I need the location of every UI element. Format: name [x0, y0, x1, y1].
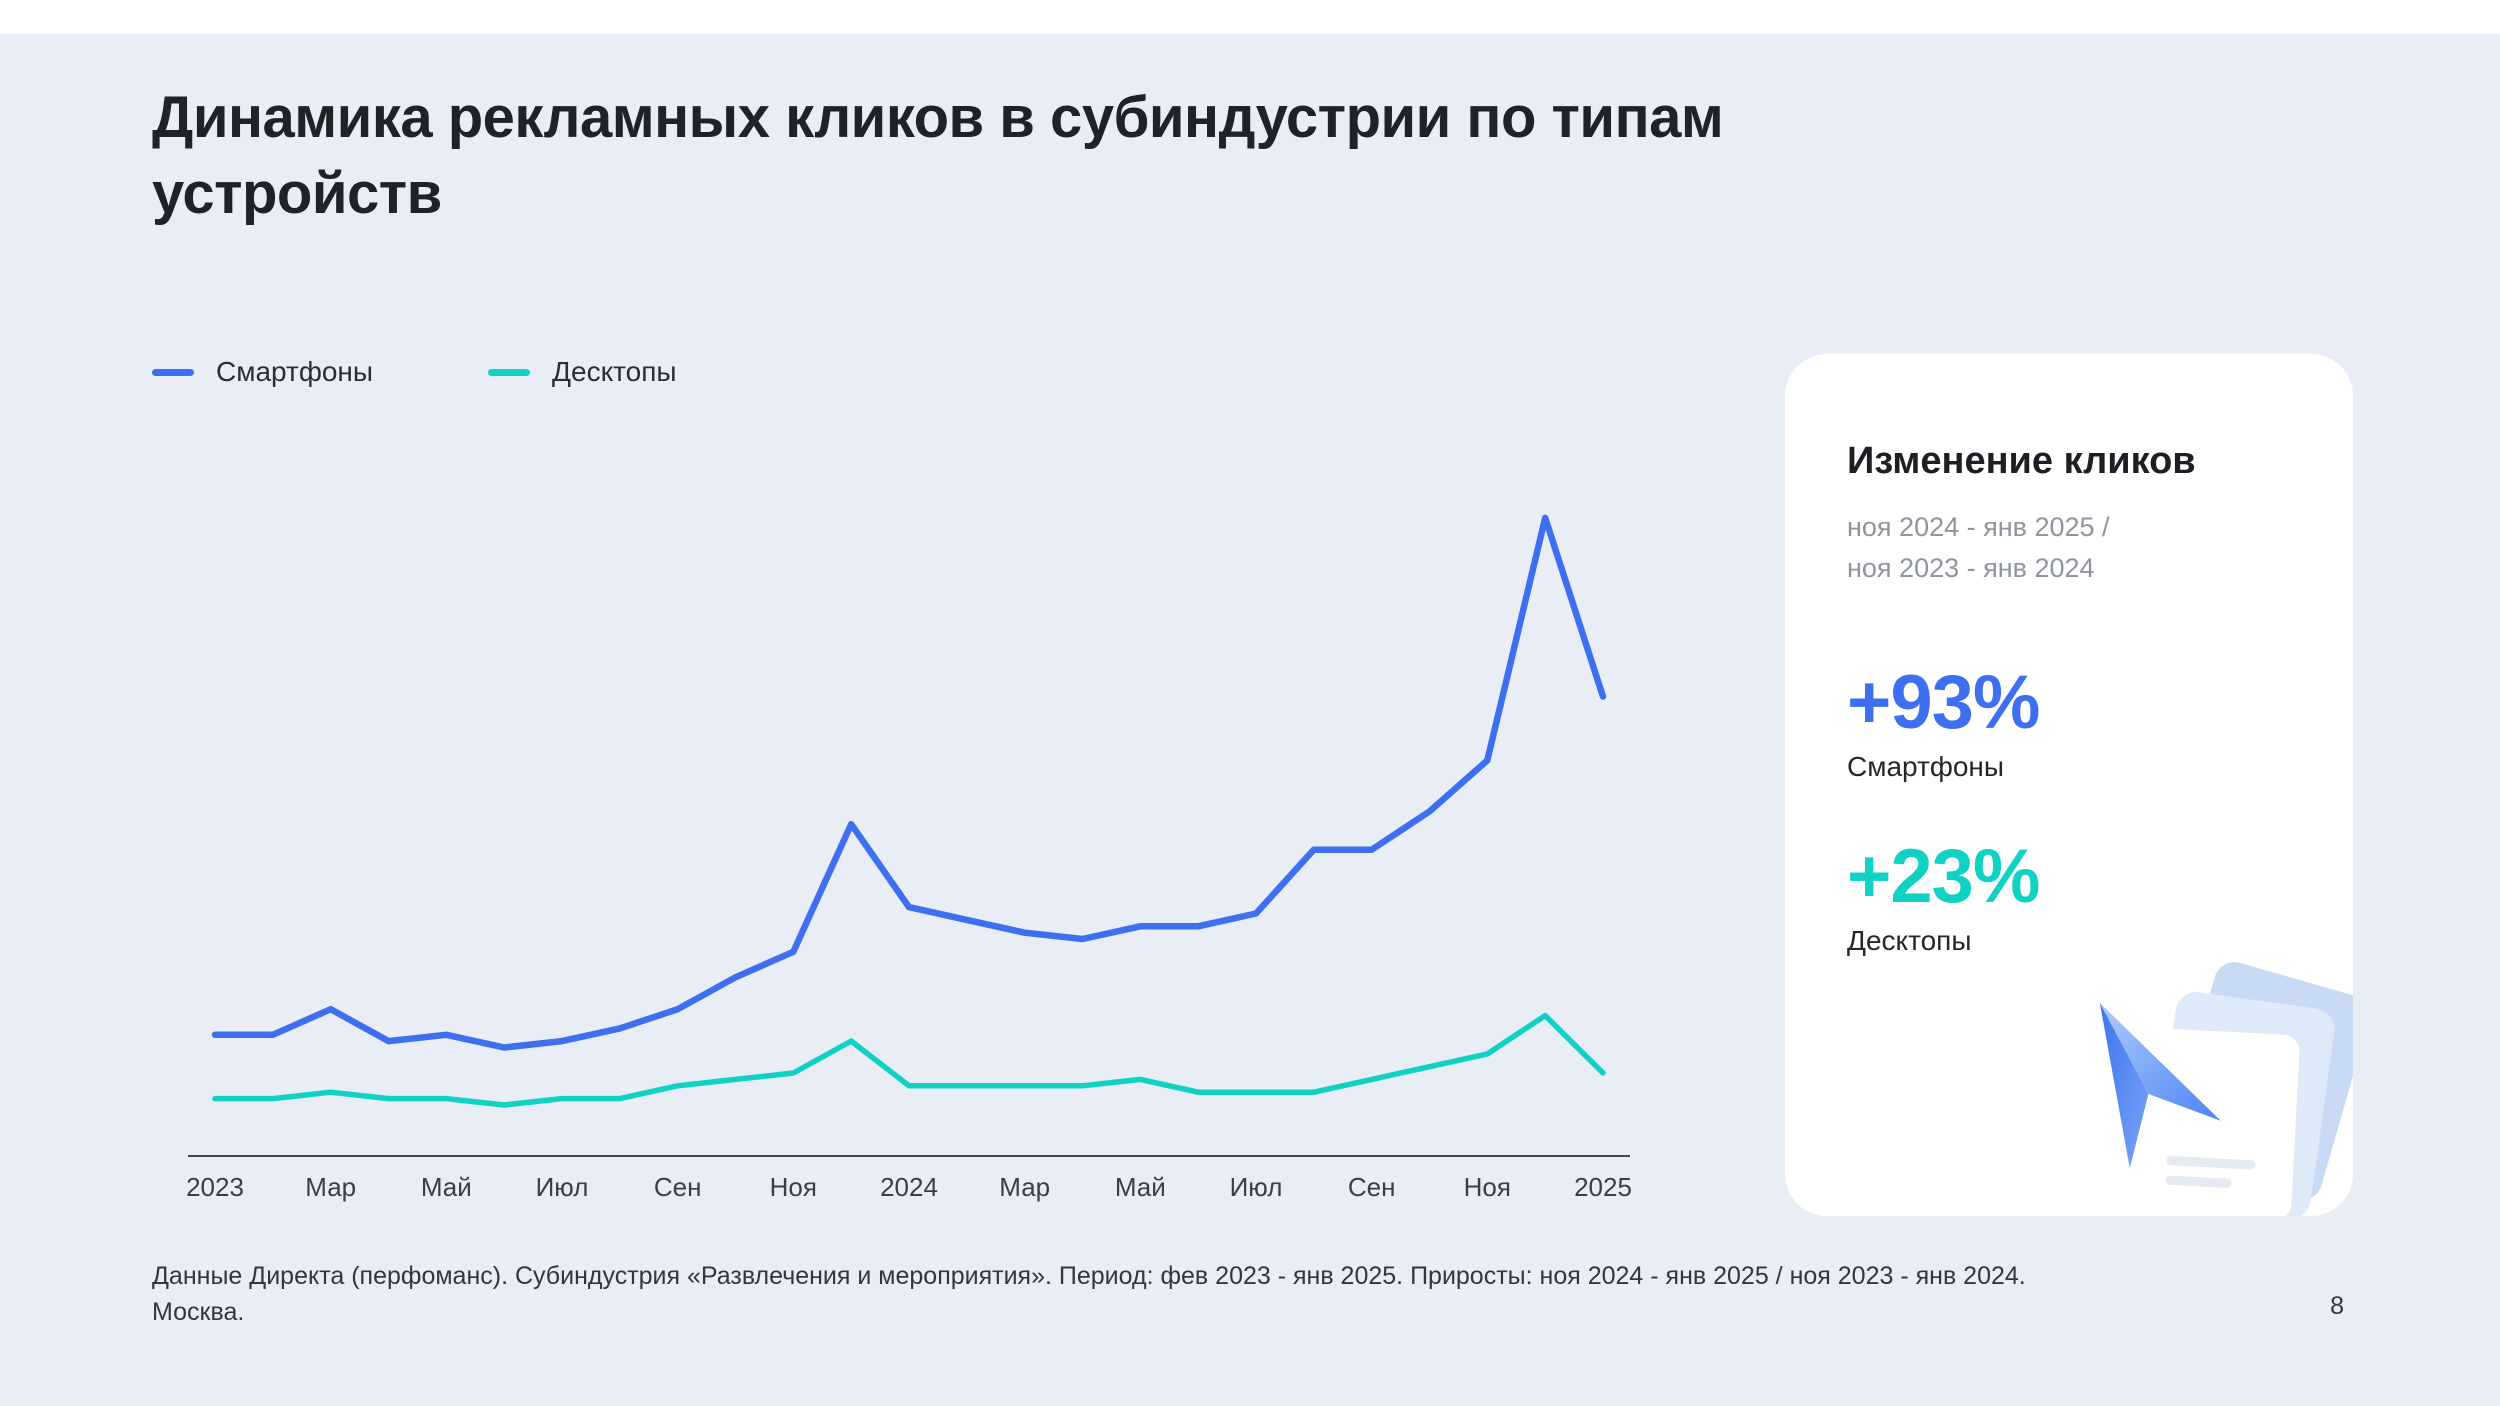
top-white-bar [0, 0, 2500, 34]
x-tick-label: Июл [1230, 1172, 1283, 1202]
metric-desktops-label: Десктопы [1847, 925, 1972, 956]
metric-smartphones-label: Смартфоны [1847, 751, 2005, 782]
stats-card-subtitle: ноя 2024 - янв 2025 / ноя 2023 - янв 2024 [1847, 507, 2297, 589]
x-tick-label: Мар [999, 1172, 1050, 1202]
x-tick-label: 2024 [880, 1172, 938, 1202]
page-number: 8 [2330, 1292, 2344, 1320]
legend-item-smartphones: Смартфоны [152, 356, 373, 388]
footnote: Данные Директа (перфоманс). Субиндустрия… [152, 1258, 2026, 1330]
x-tick-label: Мар [305, 1172, 356, 1202]
stats-card-subtitle-line2: ноя 2023 - янв 2024 [1847, 553, 2095, 583]
illustration-paper-icon [2144, 1028, 2300, 1216]
x-tick-label: Май [1115, 1172, 1166, 1202]
series-line-smartphones [211, 514, 1607, 1051]
stats-card-title: Изменение кликов [1847, 440, 2196, 482]
x-tick-label: Сен [654, 1172, 702, 1202]
legend-swatch-smartphones-icon [152, 368, 194, 376]
metric-smartphones-value: +93% [1847, 660, 2041, 745]
metric-desktops-value: +23% [1847, 834, 2041, 919]
metric-smartphones: +93% Смартфоны [1847, 665, 2297, 783]
stats-card: Изменение кликов ноя 2024 - янв 2025 /но… [1785, 354, 2353, 1216]
x-tick-label: Сен [1348, 1172, 1396, 1202]
clicks-line-chart-svg: 2023 Мар Май Июл Сен Ноя 2024 Мар Май Июл Сен Ноя 20… [186, 514, 1632, 1202]
x-tick-label: Ноя [770, 1172, 817, 1202]
legend-item-desktops: Десктопы [488, 356, 677, 388]
x-tick-label: 2025 [1574, 1172, 1632, 1202]
legend-swatch-desktops-icon [488, 368, 531, 376]
slide-title-line2: устройств [152, 161, 442, 226]
clicks-line-chart: 2023 Мар Май Июл Сен Ноя 2024 Мар Май Июл Сен Ноя 20… [180, 470, 1650, 1210]
slide-title: Динамика рекламных кликов в субиндустрии… [152, 80, 1724, 232]
x-tick-label: Ноя [1464, 1172, 1511, 1202]
series-line-desktops [212, 1012, 1606, 1108]
slide-title-line1: Динамика рекламных кликов в субиндустрии… [152, 85, 1724, 150]
footnote-line2: Москва. [152, 1298, 245, 1326]
x-tick-label: 2023 [186, 1172, 244, 1202]
legend-label-smartphones: Смартфоны [216, 356, 374, 387]
x-tick-label: Май [421, 1172, 472, 1202]
footnote-line1: Данные Директа (перфоманс). Субиндустрия… [152, 1262, 2026, 1290]
metric-desktops: +23% Десктопы [1847, 839, 2297, 957]
stats-card-subtitle-line1: ноя 2024 - янв 2025 / [1847, 512, 2110, 542]
decorative-illustration [2099, 962, 2353, 1216]
legend-label-desktops: Десктопы [552, 356, 677, 387]
x-tick-label: Июл [536, 1172, 589, 1202]
chart-legend: Смартфоны Десктопы [152, 356, 677, 388]
